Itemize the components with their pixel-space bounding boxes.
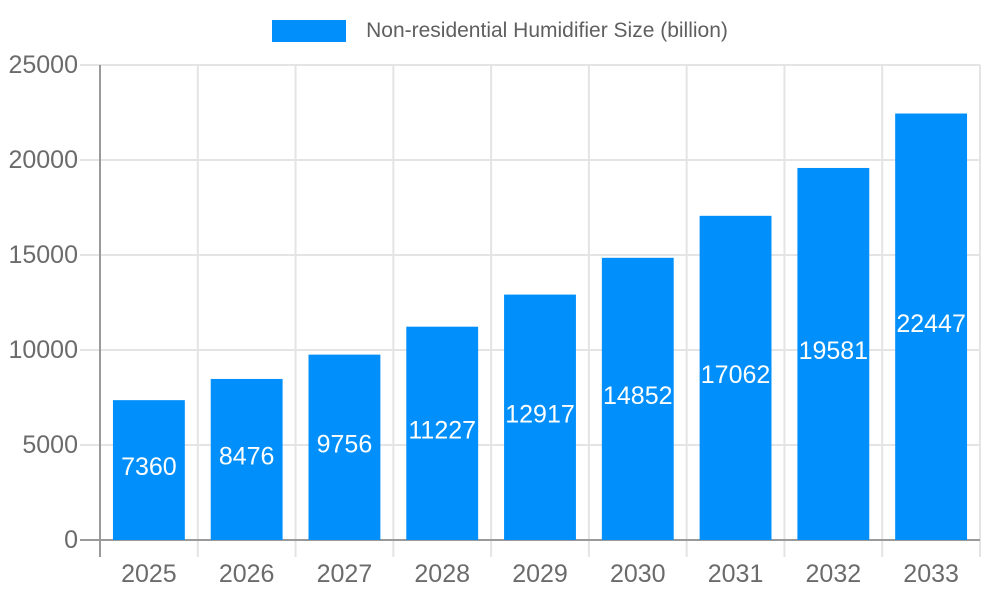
x-tick-label: 2029 <box>512 560 568 588</box>
bar[interactable] <box>699 215 772 540</box>
x-tick-label: 2028 <box>414 560 470 588</box>
bar-value-label: 17062 <box>701 361 771 389</box>
bar-value-label: 9756 <box>317 430 373 458</box>
x-tick-label: 2025 <box>121 560 177 588</box>
x-tick-label: 2030 <box>610 560 666 588</box>
bar-value-label: 11227 <box>408 416 476 444</box>
bar[interactable] <box>308 354 381 540</box>
x-tick-label: 2031 <box>708 560 764 588</box>
y-tick-label: 10000 <box>8 336 78 364</box>
y-tick-label: 5000 <box>22 431 78 459</box>
x-tick-label: 2026 <box>219 560 275 588</box>
legend[interactable]: Non-residential Humidifier Size (billion… <box>0 18 1000 44</box>
bar[interactable] <box>112 400 185 540</box>
x-tick-label: 2033 <box>903 560 959 588</box>
x-tick-label: 2027 <box>317 560 373 588</box>
bar[interactable] <box>895 113 968 540</box>
y-tick-label: 0 <box>64 526 78 554</box>
legend-series-label: Non-residential Humidifier Size (billion… <box>366 19 728 42</box>
y-tick-label: 15000 <box>8 241 78 269</box>
bar-value-label: 12917 <box>505 400 575 428</box>
bar[interactable] <box>797 167 870 540</box>
bar-value-label: 7360 <box>121 453 177 481</box>
bar[interactable] <box>504 294 576 540</box>
bar-value-label: 22447 <box>896 310 966 338</box>
bar-value-label: 19581 <box>799 337 869 365</box>
bar-value-label: 14852 <box>603 382 673 410</box>
x-tick-label: 2032 <box>806 560 862 588</box>
legend-marker-swatch <box>272 20 347 42</box>
bar[interactable] <box>601 257 674 540</box>
bar[interactable] <box>210 378 283 540</box>
bar[interactable] <box>406 326 479 540</box>
y-tick-label: 25000 <box>8 51 78 79</box>
bar-value-label: 8476 <box>219 442 275 470</box>
y-tick-label: 20000 <box>8 146 78 174</box>
